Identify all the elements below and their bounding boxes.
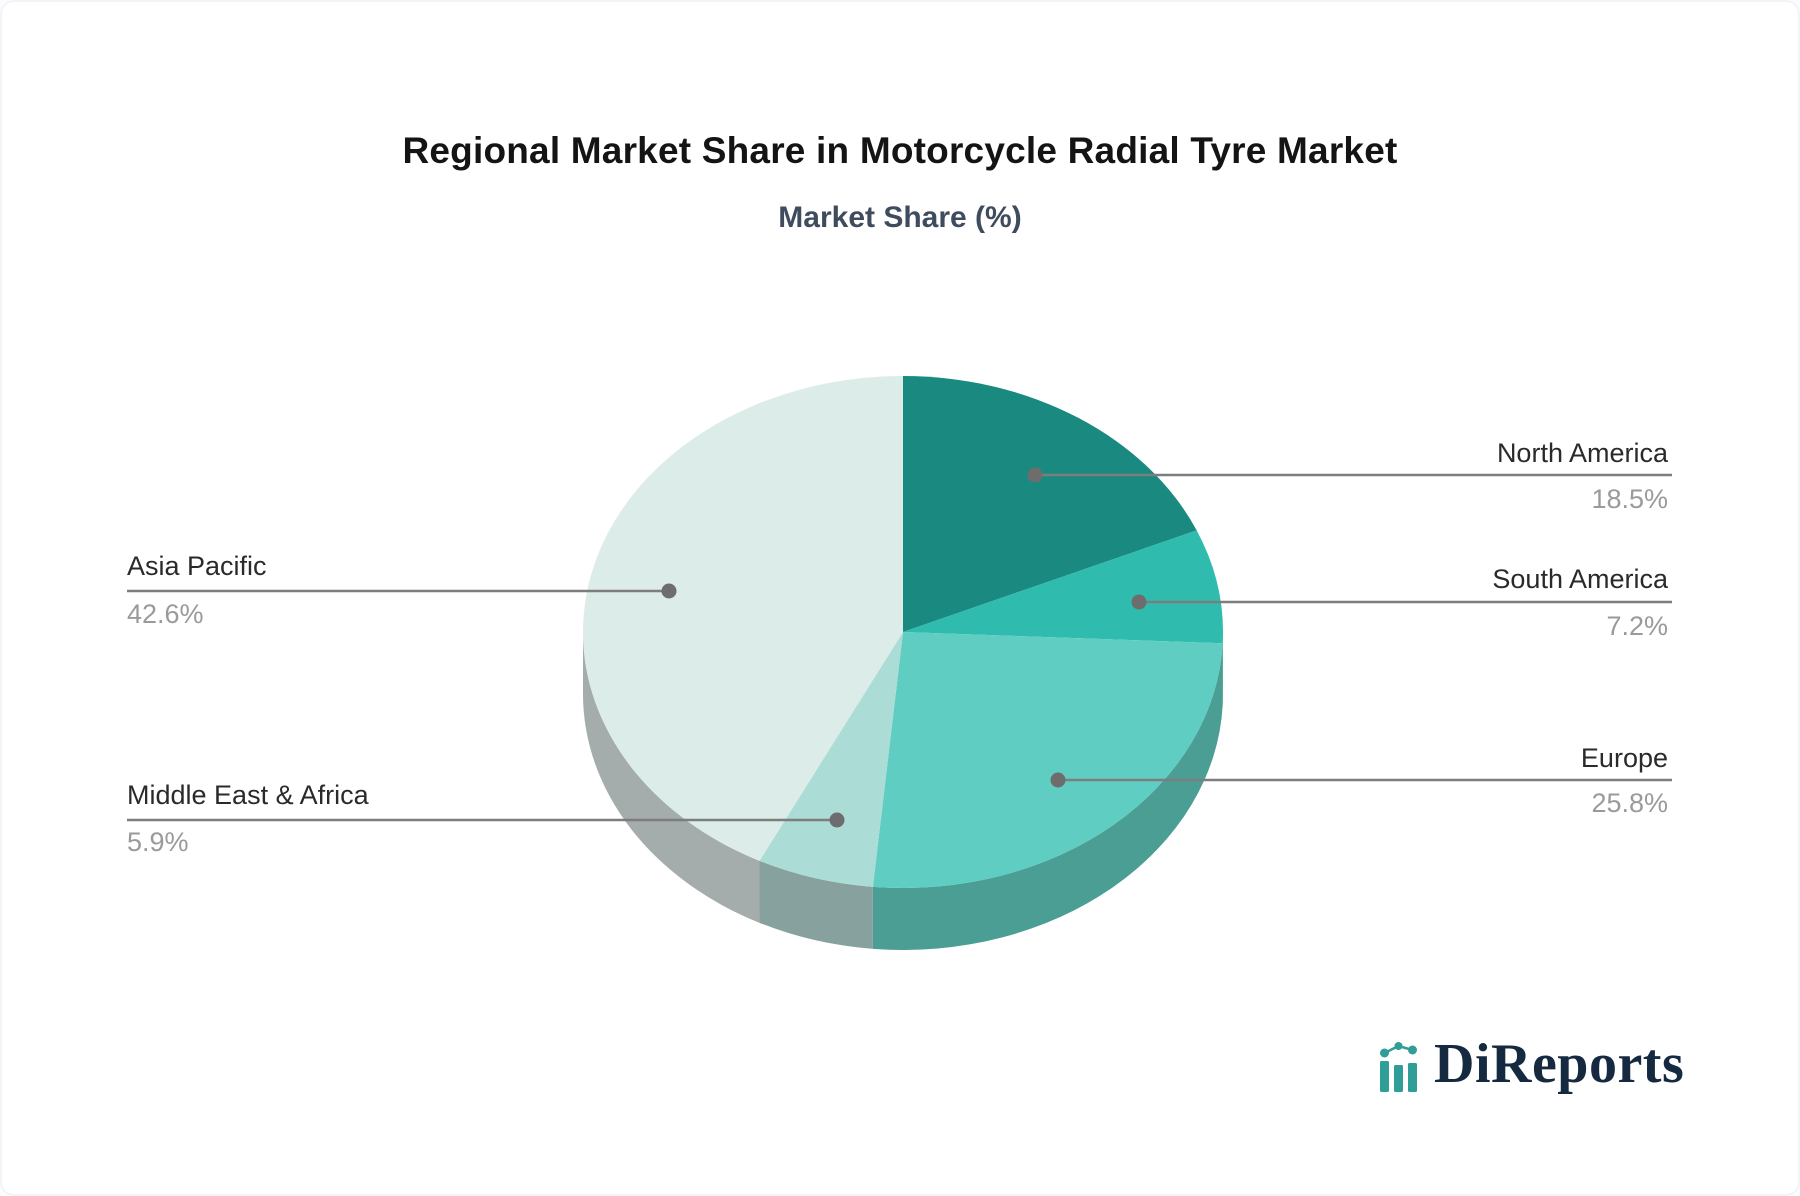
leader-dot-south-america (1131, 594, 1147, 610)
pie-slice-side-europe (872, 643, 1223, 950)
chart-title: Regional Market Share in Motorcycle Radi… (402, 130, 1398, 171)
callout-value-middle-east-africa: 5.9% (127, 827, 189, 857)
pie-slice-middle-east-africa[interactable] (759, 632, 903, 887)
callout-label-europe: Europe (1580, 743, 1668, 773)
callout-label-asia-pacific: Asia Pacific (127, 551, 267, 581)
pie-slice-europe[interactable] (872, 632, 1223, 888)
callout-value-europe: 25.8% (1591, 788, 1668, 818)
pie-slice-south-america[interactable] (903, 530, 1223, 644)
chart-subtitle: Market Share (%) (778, 201, 1022, 234)
leader-dot-asia-pacific (661, 583, 677, 599)
bar-chart-logo-icon (1380, 1042, 1417, 1092)
leader-dot-europe (1050, 772, 1066, 788)
pie-slice-north-america[interactable] (903, 376, 1197, 632)
pie-slice-asia-pacific[interactable] (583, 376, 903, 861)
pie-slice-side-asia-pacific (583, 632, 760, 923)
callout-label-south-america: South America (1492, 564, 1668, 594)
logo-text: DiReports (1434, 1033, 1685, 1095)
direports-logo: DiReports (1380, 1036, 1684, 1092)
pie-slice-side-middle-east-africa (759, 860, 873, 949)
leader-dot-north-america (1027, 467, 1043, 483)
callout-value-north-america: 18.5% (1591, 484, 1668, 514)
callout-label-middle-east-africa: Middle East & Africa (127, 780, 369, 810)
leader-dot-middle-east-africa (829, 812, 845, 828)
callout-label-north-america: North America (1496, 438, 1668, 468)
callout-value-asia-pacific: 42.6% (127, 599, 204, 629)
callout-value-south-america: 7.2% (1606, 611, 1668, 641)
